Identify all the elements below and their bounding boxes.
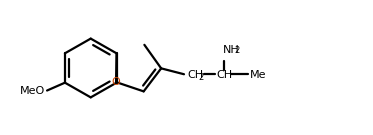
Text: O: O: [112, 77, 120, 87]
Text: Me: Me: [250, 70, 266, 80]
Text: 2: 2: [235, 46, 240, 55]
Text: NH: NH: [223, 45, 239, 55]
Text: 2: 2: [199, 73, 204, 82]
Text: CH: CH: [187, 70, 203, 80]
Text: CH: CH: [217, 70, 233, 80]
Text: MeO: MeO: [20, 87, 45, 97]
